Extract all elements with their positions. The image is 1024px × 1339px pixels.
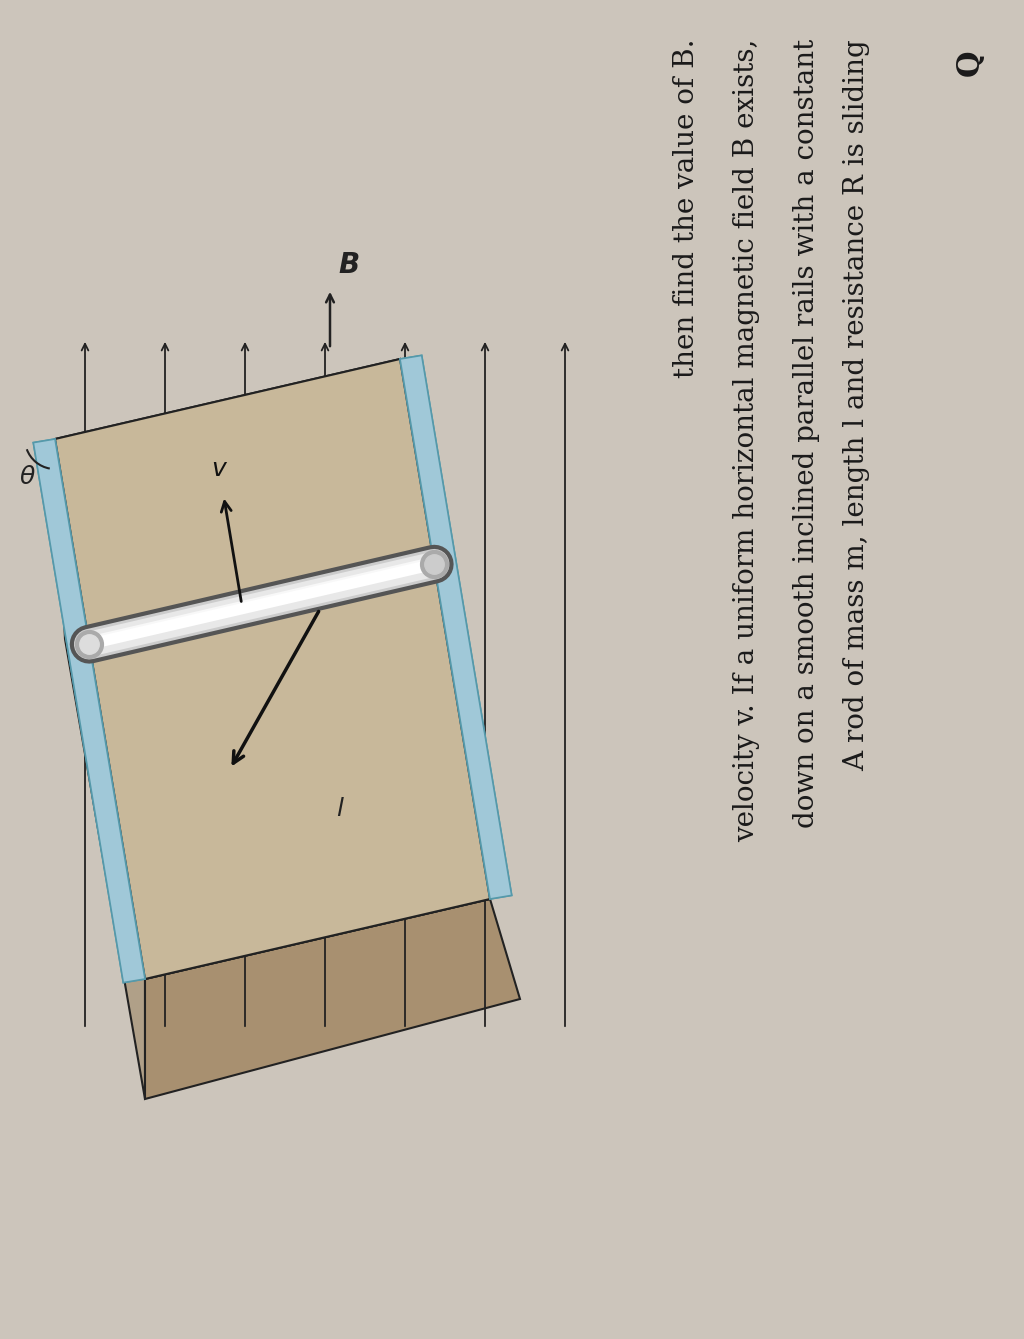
Polygon shape [400,355,512,898]
Polygon shape [55,359,490,979]
Text: θ: θ [19,465,35,489]
Text: velocity v. If a uniform horizontal magnetic field B exists,: velocity v. If a uniform horizontal magn… [733,39,760,842]
Text: v: v [211,457,226,481]
Text: then find the value of B.: then find the value of B. [673,39,700,379]
Text: l: l [337,797,343,821]
Text: A rod of mass m, length l and resistance R is sliding: A rod of mass m, length l and resistance… [843,39,870,771]
Text: B: B [338,250,359,279]
Polygon shape [34,439,145,983]
Text: down on a smooth inclined parallel rails with a constant: down on a smooth inclined parallel rails… [793,39,820,829]
Polygon shape [55,359,490,979]
Polygon shape [55,439,145,1099]
Polygon shape [400,355,512,898]
Text: Q: Q [954,50,985,75]
Polygon shape [145,898,520,1099]
Polygon shape [34,439,145,983]
